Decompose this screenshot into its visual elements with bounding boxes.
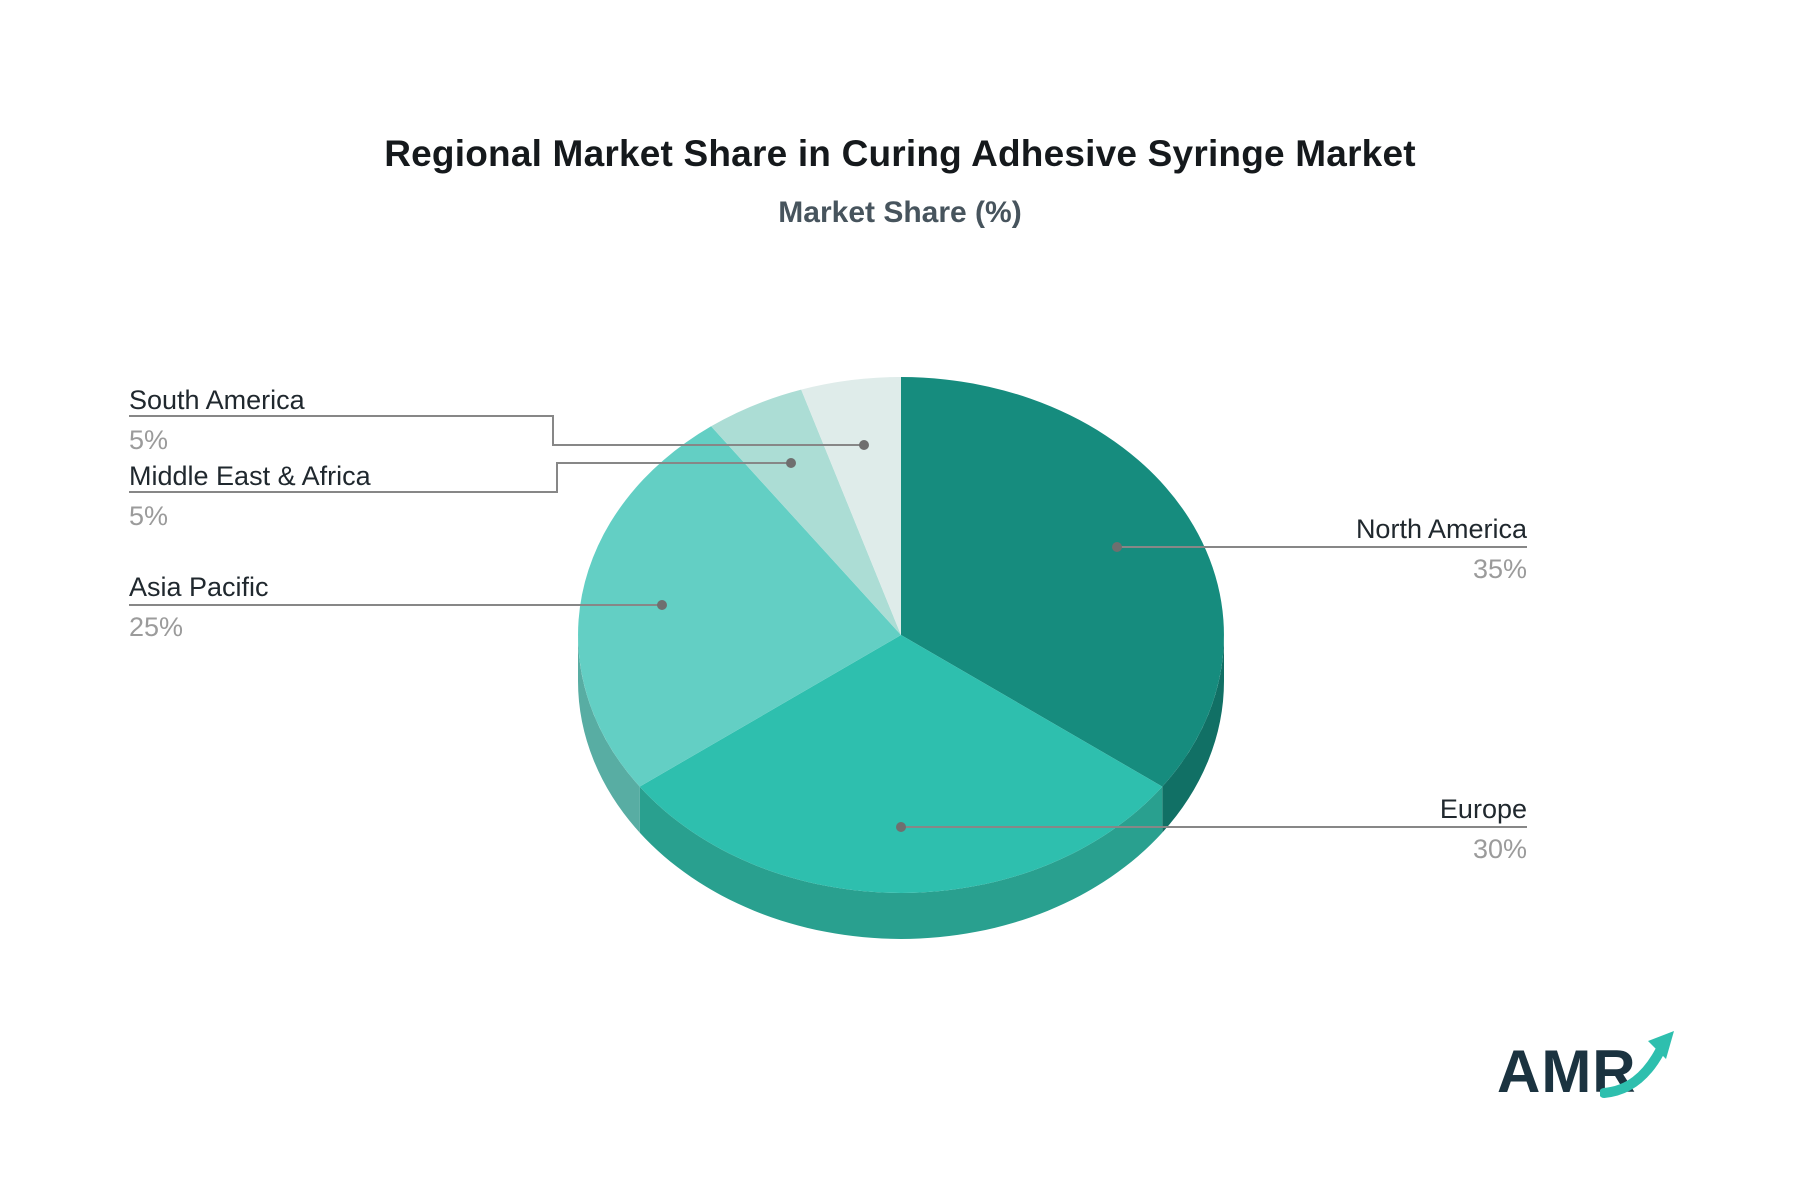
pie-slice-side-europe <box>639 786 1163 939</box>
leader-dot-asia-pacific <box>657 600 667 610</box>
callout-europe: Europe 30% <box>1440 794 1527 865</box>
pie-slice-south-america <box>801 377 901 635</box>
slice-pct: 35% <box>1472 554 1527 584</box>
slice-label: South America <box>129 385 305 415</box>
slice-label: Middle East & Africa <box>129 461 371 491</box>
leader-dot-europe <box>896 822 906 832</box>
leader-dot-middle-east-africa <box>786 458 796 468</box>
slice-pct: 25% <box>129 612 184 642</box>
callout-middle-east-africa: Middle East & Africa 5% <box>129 461 371 532</box>
pie-slice-asia-pacific <box>578 426 901 787</box>
slice-pct: 5% <box>129 425 169 455</box>
pie-slice-north-america <box>901 377 1224 787</box>
callout-south-america: South America 5% <box>129 385 305 456</box>
amr-logo-arrow-icon <box>1600 1031 1674 1098</box>
slice-pct: 5% <box>129 501 169 531</box>
pie-slice-side-north-america <box>1162 635 1224 833</box>
callout-north-america: North America 35% <box>1356 514 1527 585</box>
leader-line-south-america <box>129 415 864 446</box>
amr-logo: AMR <box>1497 1031 1697 1117</box>
leader-dot-south-america <box>859 440 869 450</box>
pie-slice-europe <box>639 635 1163 893</box>
leader-dot-north-america <box>1112 542 1122 552</box>
slice-label: Europe <box>1439 794 1527 824</box>
pie-slice-side-asia-pacific <box>578 635 640 833</box>
slice-pct: 30% <box>1472 834 1527 864</box>
pie-slice-middle-east-africa <box>711 389 901 635</box>
leader-line-middle-east-africa <box>129 462 791 493</box>
slice-label: North America <box>1355 514 1527 544</box>
callout-asia-pacific: Asia Pacific 25% <box>129 572 269 643</box>
chart-subtitle: Market Share (%) <box>778 196 1022 229</box>
chart-title: Regional Market Share in Curing Adhesive… <box>384 133 1416 174</box>
slice-label: Asia Pacific <box>129 572 269 602</box>
